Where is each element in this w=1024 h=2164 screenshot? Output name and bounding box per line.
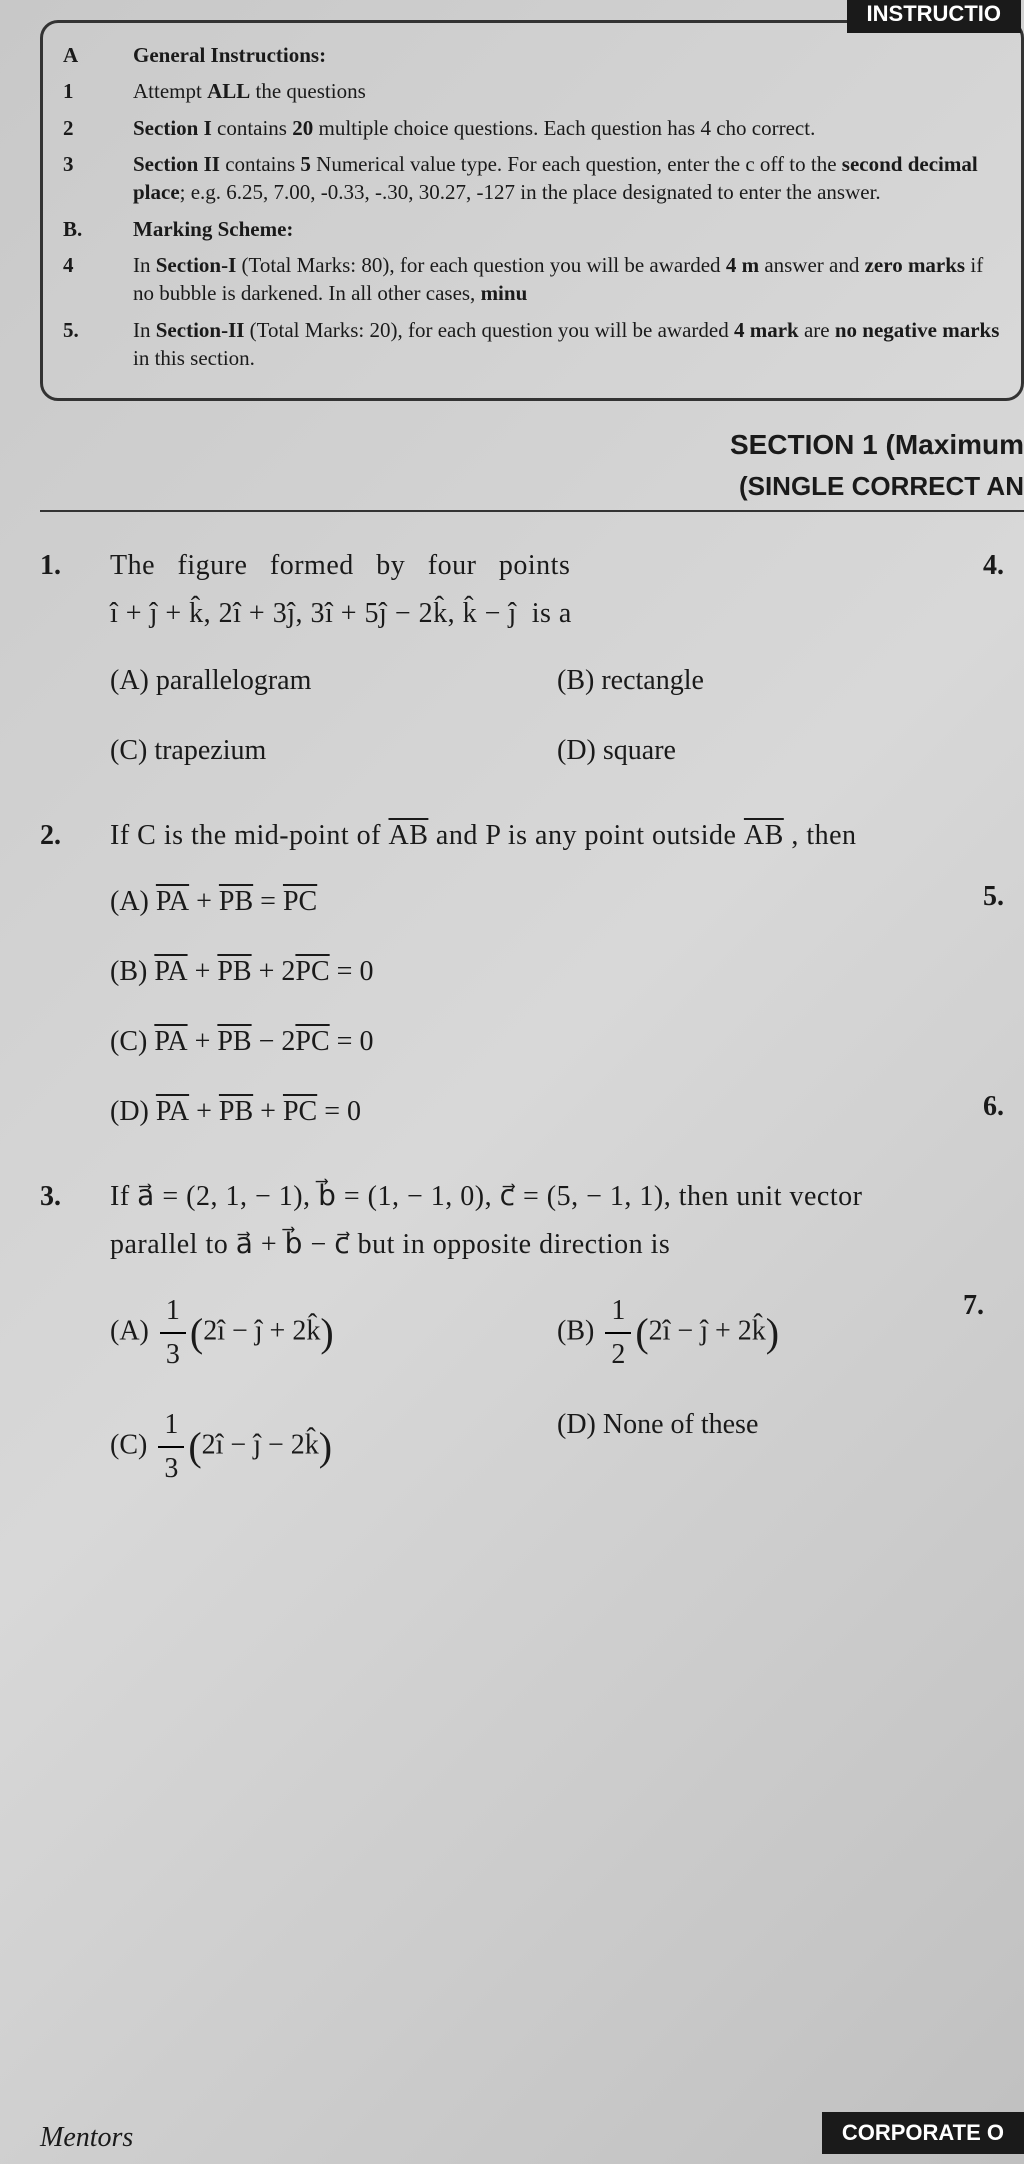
instruction-row: 4In Section-I (Total Marks: 80), for eac… (63, 251, 1001, 308)
instruction-text: Section I contains 20 multiple choice qu… (133, 114, 1001, 142)
instruction-label: 1 (63, 77, 133, 105)
instructions-box: INSTRUCTIO AGeneral Instructions:1Attemp… (40, 20, 1024, 401)
instructions-list: AGeneral Instructions:1Attempt ALL the q… (63, 41, 1001, 372)
instruction-text: Attempt ALL the questions (133, 77, 1001, 105)
options-block: (A) 13(2î − ĵ + 2k̂)(B) 12(2î − ĵ + 2k̂)… (40, 1290, 1004, 1490)
instruction-label: A (63, 41, 133, 69)
option: (C) 13(2î − ĵ − 2k̂) (110, 1404, 557, 1490)
instruction-label: 3 (63, 150, 133, 207)
instruction-text: In Section-I (Total Marks: 80), for each… (133, 251, 1001, 308)
side-question-number: 4. (944, 542, 1004, 637)
section-title: SECTION 1 (Maximum (40, 429, 1024, 461)
options-block: (A) PA + PB = PC 5. (B) PA + PB + 2PC = 0 (… (40, 881, 1004, 1133)
question: 2.If C is the mid-point of AB and P is a… (40, 812, 1024, 1134)
footer-brand: Mentors (40, 2122, 133, 2154)
option: (D) square (557, 730, 1004, 772)
option: (A) PA + PB = PC (110, 881, 557, 923)
instruction-text: General Instructions: (133, 41, 1001, 69)
instruction-row: 2Section I contains 20 multiple choice q… (63, 114, 1001, 142)
instruction-row: 1Attempt ALL the questions (63, 77, 1001, 105)
option: (B) rectangle (557, 660, 1004, 702)
instruction-label: B. (63, 215, 133, 243)
option: (C) PA + PB − 2PC = 0 (110, 1021, 557, 1063)
question: 1.The figure formed by four pointsî + ĵ … (40, 542, 1024, 771)
instruction-label: 4 (63, 251, 133, 308)
option: (C) trapezium (110, 730, 557, 772)
side-question-number (944, 812, 1004, 860)
option: (A) 13(2î − ĵ + 2k̂) (110, 1290, 557, 1376)
option: (B) PA + PB + 2PC = 0 (110, 951, 557, 993)
instruction-text: Section II contains 5 Numerical value ty… (133, 150, 1001, 207)
question: 3.If a⃗ = (2, 1, − 1), b⃗ = (1, − 1, 0),… (40, 1173, 1024, 1490)
footer: Mentors CORPORATE O (0, 2112, 1024, 2164)
option: (D) None of these (557, 1404, 1004, 1490)
question-text: The figure formed by four pointsî + ĵ + … (110, 542, 944, 637)
option: (A) parallelogram (110, 660, 557, 702)
section-subtitle: (SINGLE CORRECT AN (40, 471, 1024, 512)
footer-corporate: CORPORATE O (822, 2112, 1024, 2154)
side-question-number: 7. (924, 1290, 984, 1322)
instruction-row: AGeneral Instructions: (63, 41, 1001, 69)
side-question-number: 5. (944, 881, 1004, 923)
instruction-text: In Section-II (Total Marks: 20), for eac… (133, 316, 1001, 373)
instruction-text: Marking Scheme: (133, 215, 1001, 243)
instructions-badge: INSTRUCTIO (847, 0, 1021, 33)
side-question-number (944, 1173, 1004, 1268)
question-number: 1. (40, 542, 110, 637)
instruction-label: 5. (63, 316, 133, 373)
instruction-row: 3Section II contains 5 Numerical value t… (63, 150, 1001, 207)
instruction-row: 5.In Section-II (Total Marks: 20), for e… (63, 316, 1001, 373)
instruction-label: 2 (63, 114, 133, 142)
question-stem: 1.The figure formed by four pointsî + ĵ … (40, 542, 1004, 637)
question-stem: 3.If a⃗ = (2, 1, − 1), b⃗ = (1, − 1, 0),… (40, 1173, 1004, 1268)
question-number: 2. (40, 812, 110, 860)
options-block: (A) parallelogram(B) rectangle(C) trapez… (40, 660, 1004, 772)
question-number: 3. (40, 1173, 110, 1268)
question-text: If C is the mid-point of AB and P is any… (110, 812, 944, 860)
option: (D) PA + PB + PC = 0 (110, 1091, 557, 1133)
instruction-row: B.Marking Scheme: (63, 215, 1001, 243)
question-stem: 2.If C is the mid-point of AB and P is a… (40, 812, 1004, 860)
question-text: If a⃗ = (2, 1, − 1), b⃗ = (1, − 1, 0), c… (110, 1173, 944, 1268)
side-question-number: 6. (944, 1091, 1004, 1133)
